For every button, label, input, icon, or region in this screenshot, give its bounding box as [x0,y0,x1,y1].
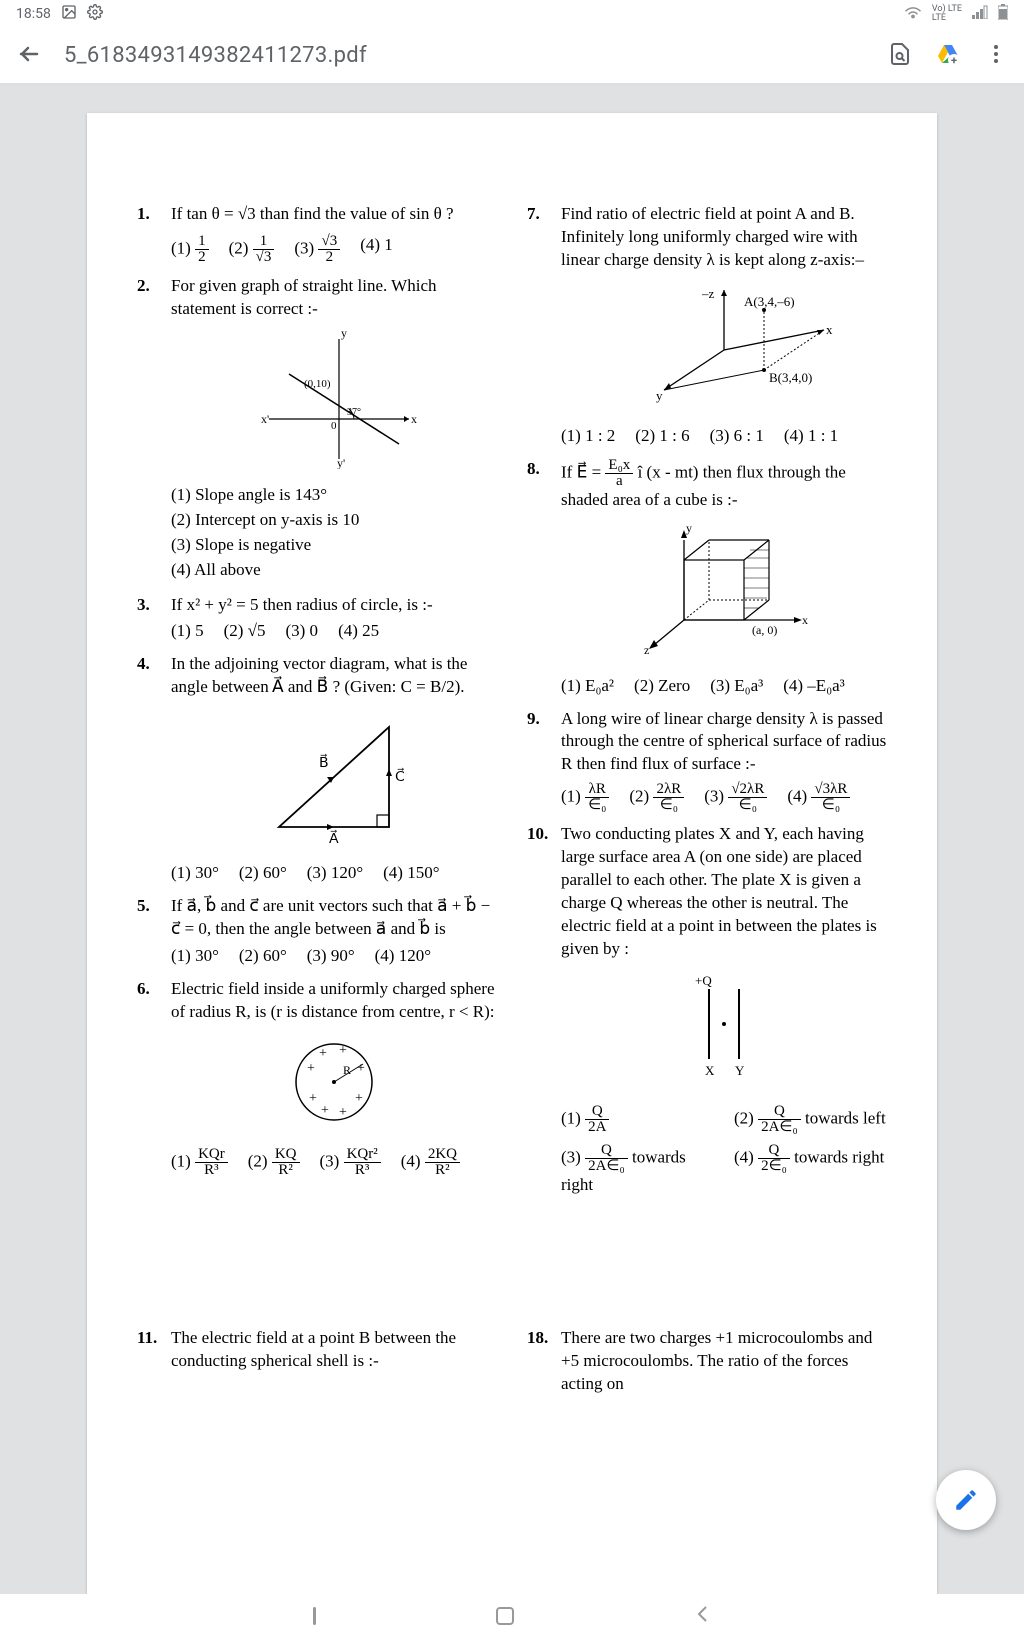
svg-text:+: + [339,1043,347,1058]
gear-icon [87,4,103,24]
signal-icon [972,5,988,23]
pdf-page: 1. If tan θ = √3 than find the value of … [87,113,937,1638]
question-10: 10. Two conducting plates X and Y, each … [527,823,887,1197]
svg-text:C⃗: C⃗ [395,768,405,786]
svg-text:+: + [321,1103,329,1118]
question-18: 18. There are two charges +1 microcoulom… [527,1327,887,1396]
question-3: 3. If x² + y² = 5 then radius of circle,… [137,594,497,644]
question-11: 11. The electric field at a point B betw… [137,1327,497,1373]
nav-back-icon[interactable] [694,1605,712,1627]
question-2: 2. For given graph of straight line. Whi… [137,275,497,584]
svg-text:+Q: +Q [695,973,712,988]
svg-text:+: + [307,1061,315,1076]
question-7: 7. Find ratio of electric field at point… [527,203,887,448]
svg-text:(a, 0): (a, 0) [752,623,777,637]
system-nav-bar [0,1594,1024,1638]
find-in-page-icon[interactable] [888,42,912,70]
svg-text:+: + [339,1105,347,1120]
svg-text:y: y [686,521,692,535]
page-area[interactable]: 1. If tan θ = √3 than find the value of … [0,85,1024,1638]
line-graph-diagram: y x x' y' 0 (0,10) 37° [171,329,497,476]
add-to-drive-icon[interactable]: + [936,42,960,70]
wifi-icon [904,5,922,23]
svg-text:B⃗: B⃗ [319,754,329,772]
app-toolbar: 5_6183493149382411273.pdf + [0,28,1024,84]
svg-text:B(3,4,0): B(3,4,0) [769,370,812,385]
more-icon[interactable] [984,42,1008,70]
question-5: 5. If a⃗, b⃗ and c⃗ are unit vectors suc… [137,895,497,968]
svg-text:+: + [309,1091,317,1106]
gallery-icon [61,4,77,24]
triangle-diagram: B⃗ C⃗ A⃗ [171,707,497,854]
cube-diagram: y x z (a, 0) [561,520,887,667]
pen-icon [953,1487,979,1513]
sphere-diagram: + + + + + + + + R [171,1032,497,1139]
svg-text:x: x [411,412,417,426]
svg-text:+: + [319,1046,327,1061]
svg-text:–z: –z [701,286,715,301]
svg-text:x: x [802,613,808,627]
status-bar: 18:58 Vo) LTELTE [0,0,1024,28]
nav-recent-icon[interactable] [313,1607,316,1625]
battery-icon [998,4,1008,24]
right-column: 7. Find ratio of electric field at point… [527,203,887,1207]
question-6: 6. Electric field inside a uniformly cha… [137,978,497,1178]
question-9: 9. A long wire of linear charge density … [527,708,887,814]
svg-text:A⃗: A⃗ [329,830,339,848]
svg-text:y: y [656,388,663,403]
svg-text:0: 0 [331,420,337,432]
question-1: 1. If tan θ = √3 than find the value of … [137,203,497,265]
svg-text:Y: Y [735,1063,745,1078]
svg-text:y': y' [337,456,345,469]
svg-text:A(3,4,–6): A(3,4,–6) [744,294,795,309]
nav-home-icon[interactable] [496,1607,514,1625]
svg-text:y: y [341,329,347,340]
status-time: 18:58 [16,6,51,22]
plates-diagram: +Q X Y [561,969,887,1096]
svg-text:x: x [826,322,833,337]
back-icon[interactable] [16,42,40,70]
axes-3d-diagram: –z A(3,4,–6) B(3,4,0) x y [561,280,887,417]
svg-text:R: R [343,1063,351,1077]
svg-text:37°: 37° [347,407,361,418]
svg-text:z: z [644,643,649,657]
left-column: 1. If tan θ = √3 than find the value of … [137,203,497,1207]
svg-text:+: + [357,1061,365,1076]
edit-fab[interactable] [936,1470,996,1530]
document-title: 5_6183493149382411273.pdf [64,43,864,68]
question-8: 8. If E⃗ = E₀xa î (x - mt) then flux thr… [527,458,887,698]
svg-text:X: X [705,1063,715,1078]
svg-text:(0,10): (0,10) [304,378,331,390]
svg-text:+: + [355,1091,363,1106]
network-label: Vo) LTELTE [932,5,962,23]
svg-text:x': x' [261,412,269,426]
svg-text:+: + [951,54,957,66]
question-4: 4. In the adjoining vector diagram, what… [137,653,497,885]
